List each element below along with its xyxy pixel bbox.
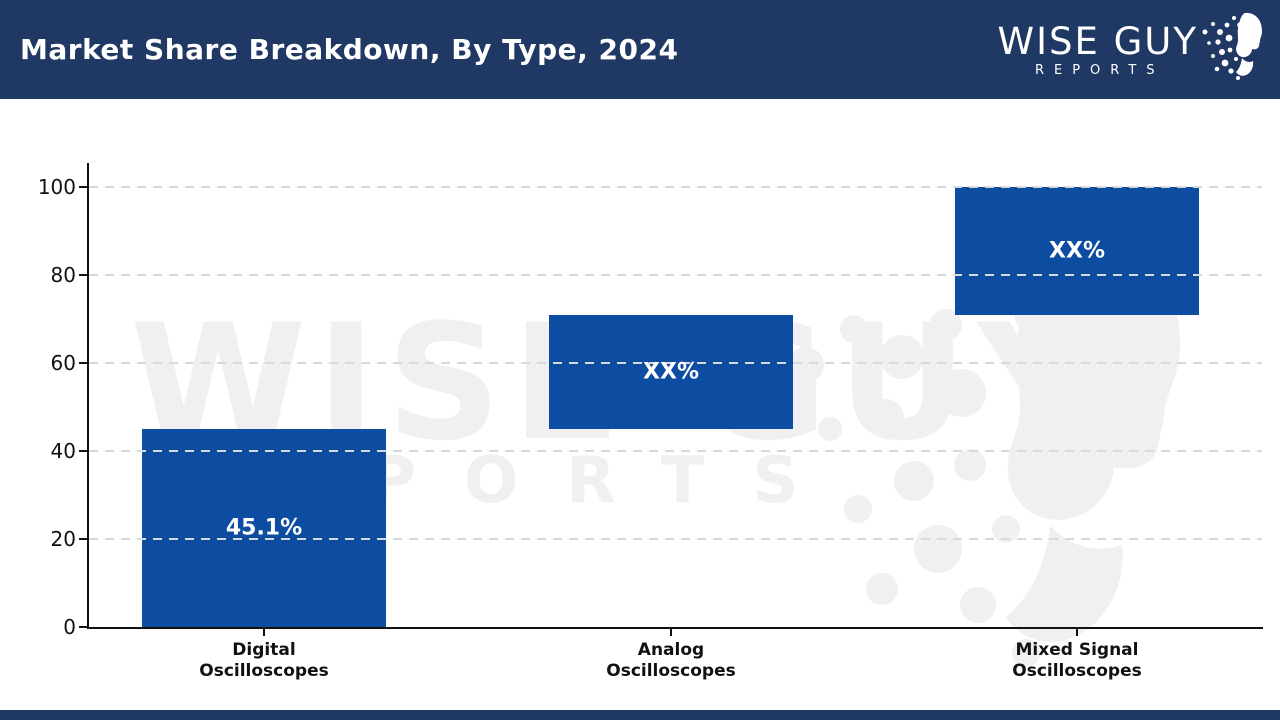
bar-value-label: XX% (643, 359, 699, 385)
page-title: Market Share Breakdown, By Type, 2024 (20, 33, 679, 66)
y-tick-label: 0 (63, 615, 76, 639)
header-bar: Market Share Breakdown, By Type, 2024 WI… (0, 0, 1280, 99)
footer-bar (0, 710, 1280, 720)
y-tick-mark (79, 274, 87, 276)
x-axis-label-mixed-signal-oscilloscopes: Mixed Signal Oscilloscopes (1012, 640, 1142, 681)
y-axis-spine (87, 163, 89, 629)
gridline-20 (89, 538, 1262, 540)
y-tick-label: 80 (50, 263, 76, 287)
y-tick-label: 60 (50, 351, 76, 375)
x-axis-spine (87, 627, 1263, 629)
bar-value-label: XX% (1049, 238, 1105, 264)
x-axis-label-digital-oscilloscopes: Digital Oscilloscopes (199, 640, 329, 681)
gridline-60 (89, 362, 1262, 364)
bar-digital-oscilloscopes (142, 428, 386, 627)
logo-wordmark: WISE GUY REPORTS (998, 23, 1198, 77)
y-tick-mark (79, 626, 87, 628)
wise-guy-logo: WISE GUY REPORTS (998, 10, 1280, 90)
logo-face-icon (1202, 12, 1262, 80)
bar-value-label: 45.1% (225, 515, 303, 541)
x-tick-mark (263, 629, 265, 636)
logo-reports-text: REPORTS (1034, 62, 1165, 78)
y-tick-mark (79, 362, 87, 364)
bar-analog-oscilloscopes (549, 315, 793, 429)
gridline-100 (89, 186, 1262, 188)
logo-wordmark-text: WISE GUY (997, 19, 1198, 63)
x-axis-label-analog-oscilloscopes: Analog Oscilloscopes (606, 640, 736, 681)
y-tick-mark (79, 450, 87, 452)
bar-mixed-signal-oscilloscopes (955, 187, 1199, 316)
y-tick-mark (79, 186, 87, 188)
y-tick-label: 40 (50, 439, 76, 463)
y-tick-mark (79, 538, 87, 540)
y-tick-label: 20 (50, 527, 76, 551)
x-tick-mark (670, 629, 672, 636)
y-tick-label: 100 (37, 175, 76, 199)
x-tick-mark (1076, 629, 1078, 636)
gridline-80 (89, 274, 1262, 276)
gridline-40 (89, 450, 1262, 452)
